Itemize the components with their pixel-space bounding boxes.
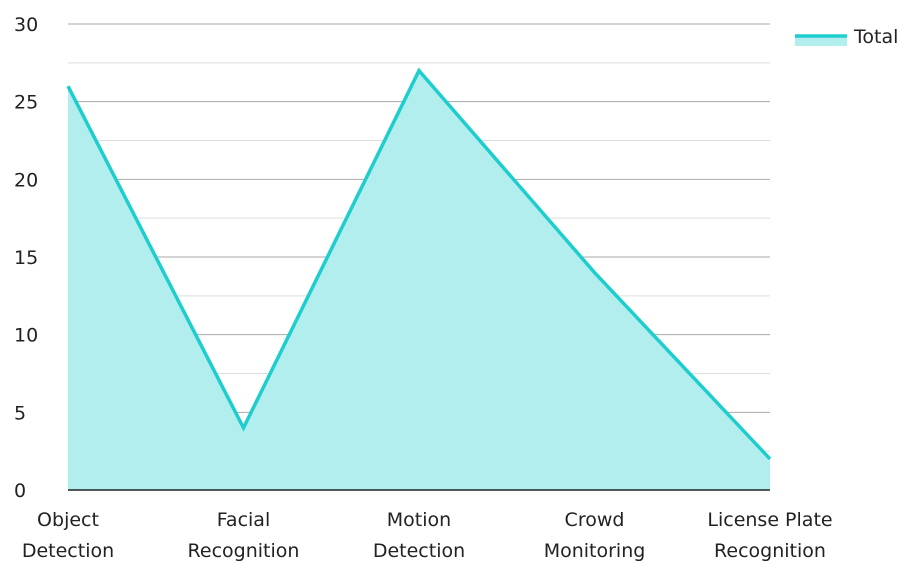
x-tick-label: Recognition xyxy=(714,540,826,562)
y-axis-ticks: 0 5 10 15 20 25 30 xyxy=(14,14,38,502)
y-tick-label: 20 xyxy=(14,169,38,191)
x-axis-ticks: Object Detection Facial Recognition Motion De… xyxy=(22,509,833,562)
x-tick-label: Detection xyxy=(22,540,114,562)
legend-label-total: Total xyxy=(853,26,898,48)
y-tick-label: 30 xyxy=(14,14,38,36)
y-tick-label: 0 xyxy=(14,480,26,502)
x-tick-label: Crowd xyxy=(565,509,625,531)
legend-swatch-fill xyxy=(795,36,847,46)
x-tick-label: Recognition xyxy=(188,540,300,562)
y-tick-label: 5 xyxy=(14,402,26,424)
series-area-total xyxy=(68,70,770,490)
plot-area xyxy=(66,67,772,490)
x-tick-label: Facial xyxy=(217,509,270,531)
x-tick-label: Monitoring xyxy=(544,540,646,562)
y-tick-label: 10 xyxy=(14,325,38,347)
y-tick-label: 25 xyxy=(14,92,38,114)
x-tick-label: Motion xyxy=(387,509,451,531)
legend: Total xyxy=(795,26,898,48)
y-tick-label: 15 xyxy=(14,247,38,269)
x-tick-label: Detection xyxy=(373,540,465,562)
x-tick-label: License Plate xyxy=(707,509,832,531)
x-tick-label: Object xyxy=(37,509,99,531)
